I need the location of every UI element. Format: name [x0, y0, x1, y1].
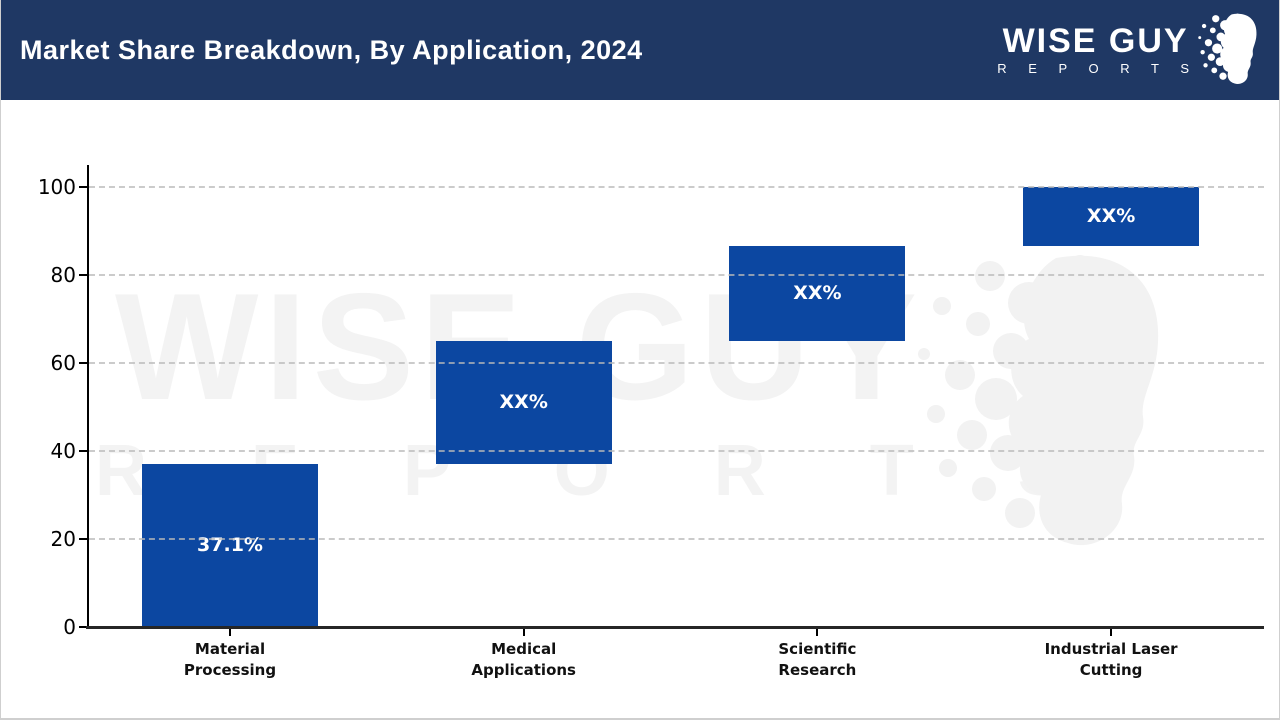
y-tick-label: 100 — [37, 175, 76, 199]
category-label-line: Cutting — [1079, 661, 1143, 679]
category-label-line: Material — [194, 640, 266, 658]
y-axis — [87, 165, 89, 627]
gridline — [89, 538, 1264, 540]
category-label-line: Research — [778, 661, 857, 679]
category-label: Material Processing — [115, 639, 345, 681]
gridline — [89, 362, 1264, 364]
category-label: Scientific Research — [702, 639, 932, 681]
category-label: Industrial Laser Cutting — [996, 639, 1226, 681]
x-tick — [816, 627, 819, 636]
category-label-line: Processing — [183, 661, 277, 679]
page-title: Market Share Breakdown, By Application, … — [20, 34, 643, 65]
brand-name: WISE GUY — [1002, 22, 1189, 60]
dotted-head-icon — [1198, 13, 1257, 84]
bar-value-label: XX% — [1086, 205, 1136, 228]
y-tick-label: 0 — [63, 615, 76, 639]
category-label-line: Applications — [471, 661, 576, 679]
y-tick — [79, 626, 87, 628]
y-tick — [79, 274, 87, 276]
gridline — [89, 186, 1264, 188]
y-tick — [79, 362, 87, 364]
category-label-line: Industrial Laser — [1044, 640, 1178, 658]
bar-segment: XX% — [1023, 187, 1200, 246]
y-tick-label: 60 — [50, 351, 76, 375]
category-label-line: Medical — [491, 640, 557, 658]
x-axis — [86, 626, 1264, 629]
bar-value-label: XX% — [793, 282, 842, 305]
bar-segment: XX% — [435, 341, 612, 464]
x-tick — [1110, 627, 1113, 636]
bar-segment: 37.1% — [142, 463, 318, 627]
y-tick — [79, 186, 87, 188]
x-tick — [229, 627, 231, 636]
header: Market Share Breakdown, By Application, … — [0, 0, 1280, 100]
y-tick — [79, 450, 87, 452]
gridline — [89, 450, 1264, 452]
category-label: Medical Applications — [409, 639, 639, 681]
y-tick-label: 20 — [50, 527, 76, 551]
brand-wordmark: WISE GUY R E P O R T S — [993, 24, 1198, 76]
x-tick — [522, 627, 525, 636]
brand-logo: WISE GUY R E P O R T S — [993, 10, 1280, 90]
plot-area: WISE GUY R E P O R T S 0 20 40 60 80 100 37.1%… — [0, 100, 1280, 718]
brand-subtitle: R E P O R T S — [997, 61, 1198, 76]
y-tick-label: 40 — [50, 439, 76, 463]
gridline — [89, 274, 1264, 276]
bar-segment: XX% — [729, 245, 906, 341]
category-label-line: Scientific — [778, 640, 857, 658]
y-tick — [79, 538, 87, 540]
bar-value-label: XX% — [499, 391, 548, 414]
y-tick-label: 80 — [50, 263, 76, 287]
